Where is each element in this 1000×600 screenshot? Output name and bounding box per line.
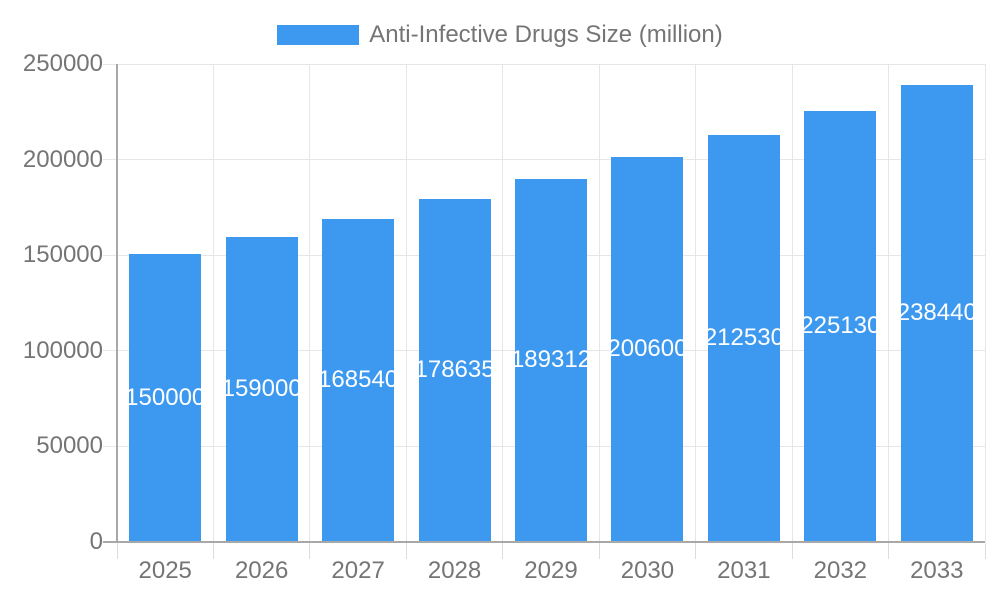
vertical-gridline: [212, 64, 214, 542]
bar-value-label: 225130: [804, 311, 877, 339]
bar-value-label: 189312: [515, 346, 587, 373]
y-axis-tick-label: 150000: [22, 241, 103, 269]
y-axis-tick-label: 50000: [36, 432, 103, 460]
x-axis-tick: [116, 543, 118, 559]
x-axis-tick-label: 2027: [331, 557, 385, 584]
x-axis-tick: [598, 543, 600, 559]
legend-label: Anti-Infective Drugs Size (million): [369, 21, 723, 48]
bar-2029[interactable]: 189312: [515, 179, 587, 541]
x-axis-tick: [984, 543, 986, 559]
bar-2030[interactable]: 200600: [611, 157, 684, 541]
vertical-gridline: [598, 64, 600, 542]
vertical-gridline: [309, 64, 311, 542]
y-axis-tick: [103, 350, 117, 352]
x-axis-tick-label: 2026: [234, 557, 289, 584]
x-axis-tick: [405, 543, 407, 559]
vertical-gridline: [888, 64, 890, 542]
x-axis-tick: [309, 543, 311, 559]
y-axis-tick-label: 200000: [22, 145, 103, 173]
x-axis-tick: [791, 543, 793, 559]
bar-value-label: 150000: [129, 383, 202, 411]
x-axis-tick-label: 2033: [910, 557, 964, 584]
x-axis-tick-label: 2032: [813, 557, 868, 584]
y-axis-tick-label: 250000: [22, 50, 103, 77]
x-axis-tick: [212, 543, 214, 559]
y-axis-tick: [103, 254, 117, 256]
vertical-gridline: [695, 64, 697, 542]
bar-2028[interactable]: 178635: [418, 199, 491, 541]
x-axis-tick: [695, 543, 697, 559]
x-axis-tick: [888, 543, 890, 559]
bar-value-label: 168540: [322, 365, 395, 393]
vertical-gridline: [791, 64, 793, 542]
y-axis-tick: [103, 159, 117, 161]
bar-value-label: 178635: [418, 356, 491, 384]
bar-value-label: 238440: [900, 299, 973, 327]
bar-2031[interactable]: 212530: [707, 134, 780, 541]
bar-2027[interactable]: 168540: [322, 218, 395, 541]
vertical-gridline: [405, 64, 407, 542]
vertical-gridline: [502, 64, 504, 542]
y-axis-tick: [103, 63, 117, 65]
x-axis-tick-label: 2031: [717, 557, 771, 584]
y-axis-tick-label: 100000: [22, 336, 103, 364]
bar-value-label: 212530: [707, 323, 780, 351]
bar-2032[interactable]: 225130: [804, 110, 877, 541]
legend-swatch: [277, 25, 360, 45]
y-axis-tick-label: 0: [89, 528, 103, 555]
y-axis-tick: [103, 445, 117, 447]
x-axis-tick-label: 2029: [524, 557, 578, 584]
y-axis-line: [116, 64, 118, 542]
bar-value-label: 200600: [611, 335, 684, 363]
horizontal-gridline: [117, 159, 985, 161]
x-axis-tick-label: 2030: [620, 557, 675, 584]
horizontal-gridline: [117, 63, 985, 65]
x-axis-tick-label: 2028: [427, 557, 482, 584]
vertical-gridline: [984, 64, 986, 542]
x-axis-tick: [502, 543, 504, 559]
x-axis-tick-label: 2025: [138, 557, 192, 584]
bar-value-label: 159000: [225, 374, 298, 402]
x-axis-line: [103, 541, 985, 543]
bar-2033[interactable]: 238440: [900, 85, 973, 541]
legend: Anti-Infective Drugs Size (million): [0, 21, 1000, 49]
bar-2025[interactable]: 150000: [129, 254, 202, 541]
bar-2026[interactable]: 159000: [225, 236, 298, 541]
